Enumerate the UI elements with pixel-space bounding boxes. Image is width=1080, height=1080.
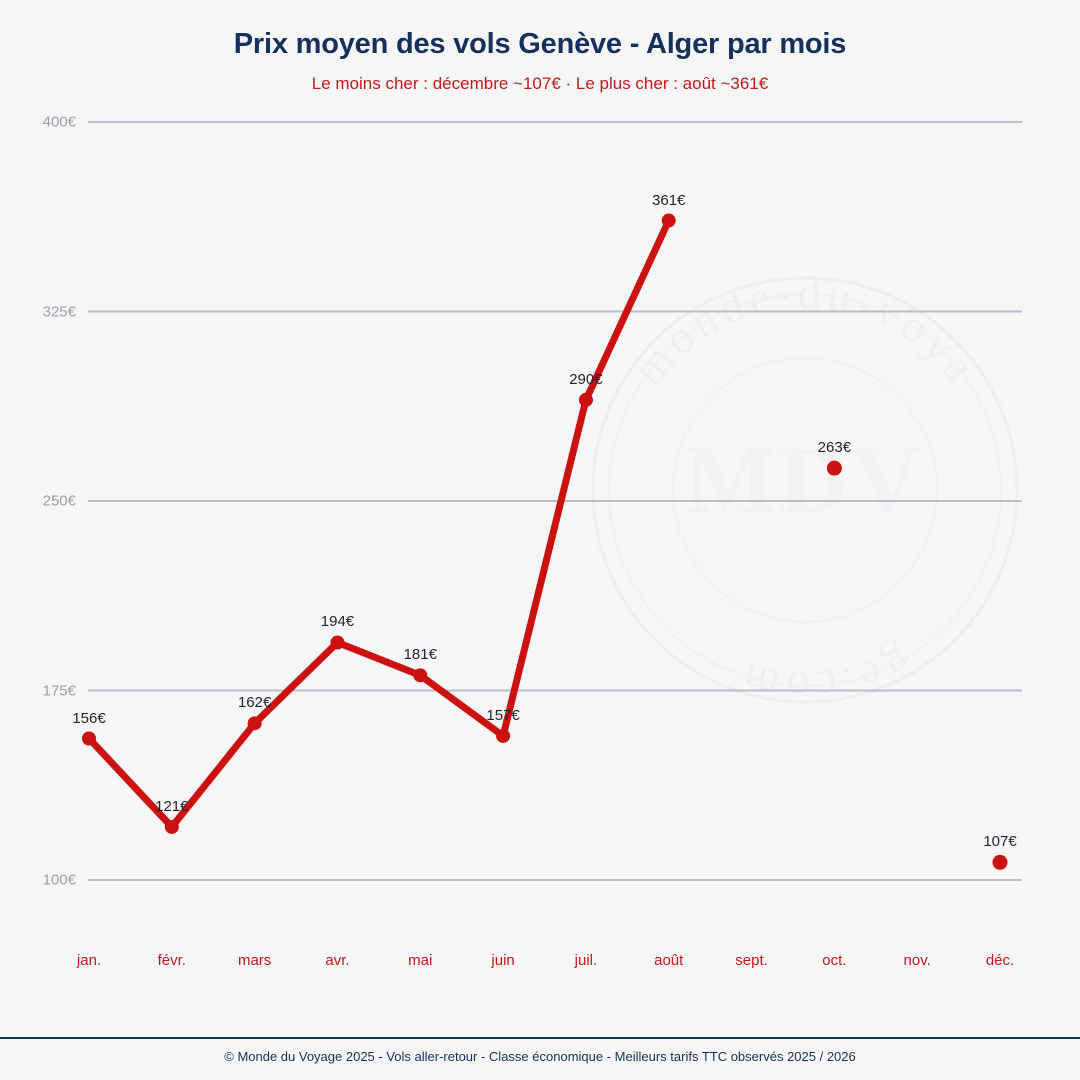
data-point-marker[interactable] [82,731,96,746]
x-tick-label: août [654,952,684,969]
x-tick-label: févr. [157,952,186,969]
data-point-label: 107€ [983,833,1017,851]
x-tick-label: mai [408,952,433,969]
x-tick-label: juin [491,952,515,969]
data-point-label: 194€ [320,613,355,631]
line-segment [85,217,673,831]
data-point-label: 263€ [817,439,852,457]
data-point-marker[interactable] [661,213,676,228]
x-tick-label: déc. [985,952,1015,969]
data-point-label: 290€ [569,370,603,388]
x-tick-label: oct. [822,952,847,969]
x-tick-label: avr. [325,952,350,969]
data-point-label: 181€ [403,646,437,664]
y-tick-label: 100€ [42,871,76,889]
gridlines [88,121,1022,881]
svg-text:monde-du-voya: monde-du-voya [622,267,989,395]
data-point-label: 157€ [486,706,520,724]
data-point-marker[interactable] [826,460,842,476]
x-tick-label: jan. [76,952,102,969]
chart-subtitle: Le moins cher : décembre ~107€ · Le plus… [311,74,769,93]
data-point-label: 162€ [237,694,272,712]
data-point-marker[interactable] [164,819,179,834]
data-point-marker[interactable] [413,668,428,683]
watermark-ring-text-top: monde-du-voya [622,267,984,395]
watermark-ring-text-bottom: ge.com · [690,636,915,713]
data-point-marker[interactable] [247,716,262,731]
x-tick-label: sept. [735,952,768,969]
chart-canvas: monde-du-voya ge.com · MDV [82,121,1022,881]
plot-area: monde-du-voya ge.com · MDV 100€ 175€ 250€ 3… [42,113,1022,969]
y-tick-label: 400€ [42,113,76,131]
watermark: monde-du-voya ge.com · MDV [591,267,1019,713]
page-title: Prix moyen des vols Genève - Alger par m… [233,28,847,60]
y-tick-label: 175€ [42,682,76,699]
series-markers [82,213,1008,870]
footer-divider [0,1037,1080,1039]
data-point-label: 121€ [155,797,189,815]
y-tick-label: 325€ [42,303,76,320]
data-point-label: 361€ [652,191,686,209]
data-point-marker[interactable] [578,392,593,407]
footer-caption: © Monde du Voyage 2025 - Vols aller-reto… [224,1049,856,1064]
watermark-center-text: MDV [684,426,925,533]
x-tick-label: mars [237,952,272,969]
x-tick-label: juil. [574,952,598,969]
data-point-marker[interactable] [992,854,1008,870]
data-point-label: 156€ [72,709,106,727]
x-tick-label: nov. [903,952,931,969]
svg-text:ge.com ·: ge.com · [690,636,920,713]
y-tick-label: 250€ [42,492,76,510]
series-line [85,217,673,831]
data-point-marker[interactable] [330,635,345,650]
data-point-marker[interactable] [496,728,511,743]
